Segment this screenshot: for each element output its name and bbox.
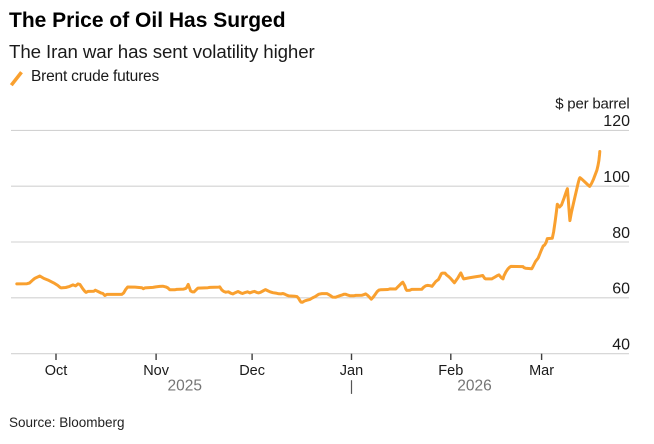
- svg-text:Nov: Nov: [143, 363, 170, 379]
- svg-text:Dec: Dec: [239, 363, 265, 379]
- svg-text:Mar: Mar: [529, 363, 554, 379]
- svg-text:Feb: Feb: [438, 363, 463, 379]
- svg-text:Oct: Oct: [45, 363, 68, 379]
- svg-text:2025: 2025: [168, 378, 202, 395]
- svg-text:120: 120: [603, 113, 630, 130]
- svg-text:80: 80: [612, 225, 630, 242]
- svg-text:Jan: Jan: [340, 363, 363, 379]
- svg-text:100: 100: [603, 169, 630, 186]
- svg-text:2026: 2026: [457, 378, 491, 395]
- svg-text:40: 40: [612, 337, 630, 354]
- svg-text:60: 60: [612, 281, 630, 298]
- svg-text:$ per barrel: $ per barrel: [555, 96, 629, 113]
